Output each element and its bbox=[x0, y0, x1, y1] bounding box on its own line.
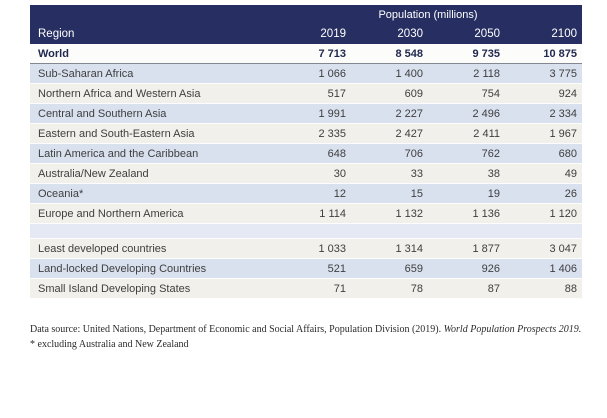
region-cell: Small Island Developing States bbox=[38, 282, 191, 295]
value-cell: 33 bbox=[410, 167, 423, 180]
value-cell: 1 400 bbox=[395, 67, 423, 80]
value-cell: 2 335 bbox=[318, 127, 346, 140]
value-cell: 88 bbox=[564, 282, 577, 295]
region-cell: Oceania* bbox=[38, 187, 84, 200]
value-cell: 762 bbox=[481, 147, 500, 160]
value-cell: 26 bbox=[564, 187, 577, 200]
region-cell: Latin America and the Caribbean bbox=[38, 147, 199, 160]
value-cell: 706 bbox=[404, 147, 423, 160]
value-cell: 1 132 bbox=[395, 207, 423, 220]
value-cell: 3 047 bbox=[549, 242, 577, 255]
table-row: Central and Southern Asia 1 991 2 227 2 … bbox=[30, 104, 582, 124]
table-row: Australia/New Zealand 30 33 38 49 bbox=[30, 164, 582, 184]
table-row: Land-locked Developing Countries 521 659… bbox=[30, 259, 582, 279]
value-cell: 30 bbox=[333, 167, 346, 180]
value-cell: 9 735 bbox=[472, 47, 500, 60]
table-row: Europe and Northern America 1 114 1 132 … bbox=[30, 204, 582, 224]
column-group-title: Population (millions) bbox=[378, 9, 478, 21]
value-cell: 19 bbox=[487, 187, 500, 200]
value-cell: 1 066 bbox=[318, 67, 346, 80]
region-cell: Australia/New Zealand bbox=[38, 167, 149, 180]
value-cell: 1 136 bbox=[472, 207, 500, 220]
table-header-columns-row: Region 2019 2030 2050 2100 bbox=[30, 23, 582, 44]
aggregates-group: Least developed countries 1 033 1 314 1 … bbox=[30, 239, 582, 299]
value-cell: 78 bbox=[410, 282, 423, 295]
table-row: Eastern and South-Eastern Asia 2 335 2 4… bbox=[30, 124, 582, 144]
value-cell: 8 548 bbox=[395, 47, 423, 60]
footnotes: Data source: United Nations, Department … bbox=[30, 322, 582, 352]
value-cell: 680 bbox=[558, 147, 577, 160]
value-cell: 71 bbox=[333, 282, 346, 295]
region-cell: Northern Africa and Western Asia bbox=[38, 87, 201, 100]
table-row: Sub-Saharan Africa 1 066 1 400 2 118 3 7… bbox=[30, 64, 582, 84]
value-cell: 2 496 bbox=[472, 107, 500, 120]
region-cell: Central and Southern Asia bbox=[38, 107, 167, 120]
table-row: Northern Africa and Western Asia 517 609… bbox=[30, 84, 582, 104]
column-header-year-2100: 2100 bbox=[551, 27, 577, 40]
value-cell: 659 bbox=[404, 262, 423, 275]
column-header-year-2019: 2019 bbox=[320, 27, 346, 40]
value-cell: 2 118 bbox=[473, 67, 500, 80]
value-cell: 12 bbox=[333, 187, 346, 200]
value-cell: 1 114 bbox=[319, 207, 346, 220]
region-cell: Sub-Saharan Africa bbox=[38, 67, 134, 80]
value-cell: 648 bbox=[327, 147, 346, 160]
table-header-group-row: Population (millions) bbox=[30, 5, 582, 23]
region-cell: Eastern and South-Eastern Asia bbox=[38, 127, 195, 140]
data-source-note: Data source: United Nations, Department … bbox=[30, 322, 582, 337]
region-cell: Land-locked Developing Countries bbox=[38, 262, 207, 275]
region-cell: Europe and Northern America bbox=[38, 207, 184, 220]
column-header-year-2030: 2030 bbox=[397, 27, 423, 40]
value-cell: 15 bbox=[410, 187, 423, 200]
value-cell: 754 bbox=[481, 87, 500, 100]
value-cell: 926 bbox=[481, 262, 500, 275]
table-row: Oceania* 12 15 19 26 bbox=[30, 184, 582, 204]
value-cell: 2 227 bbox=[395, 107, 423, 120]
source-title: World Population Prospects 2019. bbox=[443, 324, 582, 335]
region-cell: Least developed countries bbox=[38, 242, 167, 255]
value-cell: 1 120 bbox=[549, 207, 577, 220]
value-cell: 2 411 bbox=[473, 127, 500, 140]
value-cell: 1 967 bbox=[549, 127, 577, 140]
table-row: Latin America and the Caribbean 648 706 … bbox=[30, 144, 582, 164]
value-cell: 924 bbox=[558, 87, 577, 100]
table-row-world: World 7 713 8 548 9 735 10 875 bbox=[30, 44, 582, 64]
value-cell: 3 775 bbox=[549, 67, 577, 80]
value-cell: 2 427 bbox=[395, 127, 423, 140]
value-cell: 87 bbox=[487, 282, 500, 295]
value-cell: 7 713 bbox=[318, 47, 346, 60]
column-header-region: Region bbox=[38, 27, 75, 40]
table-row: Small Island Developing States 71 78 87 … bbox=[30, 279, 582, 299]
asterisk-note: * excluding Australia and New Zealand bbox=[30, 339, 189, 350]
value-cell: 517 bbox=[327, 87, 346, 100]
value-cell: 1 877 bbox=[472, 242, 500, 255]
value-cell: 2 334 bbox=[549, 107, 577, 120]
value-cell: 521 bbox=[327, 262, 346, 275]
region-cell: World bbox=[38, 47, 69, 60]
source-text: Data source: United Nations, Department … bbox=[30, 324, 444, 335]
spacer-row bbox=[30, 224, 582, 239]
value-cell: 1 406 bbox=[549, 262, 577, 275]
table-row: Least developed countries 1 033 1 314 1 … bbox=[30, 239, 582, 259]
value-cell: 49 bbox=[564, 167, 577, 180]
table-header: Population (millions) Region 2019 2030 2… bbox=[30, 5, 582, 44]
regions-group: Sub-Saharan Africa 1 066 1 400 2 118 3 7… bbox=[30, 64, 582, 224]
population-table: Population (millions) Region 2019 2030 2… bbox=[30, 5, 582, 299]
value-cell: 609 bbox=[404, 87, 423, 100]
value-cell: 1 991 bbox=[318, 107, 346, 120]
value-cell: 1 033 bbox=[318, 242, 346, 255]
column-header-year-2050: 2050 bbox=[474, 27, 500, 40]
value-cell: 38 bbox=[487, 167, 500, 180]
value-cell: 10 875 bbox=[543, 47, 577, 60]
value-cell: 1 314 bbox=[395, 242, 423, 255]
